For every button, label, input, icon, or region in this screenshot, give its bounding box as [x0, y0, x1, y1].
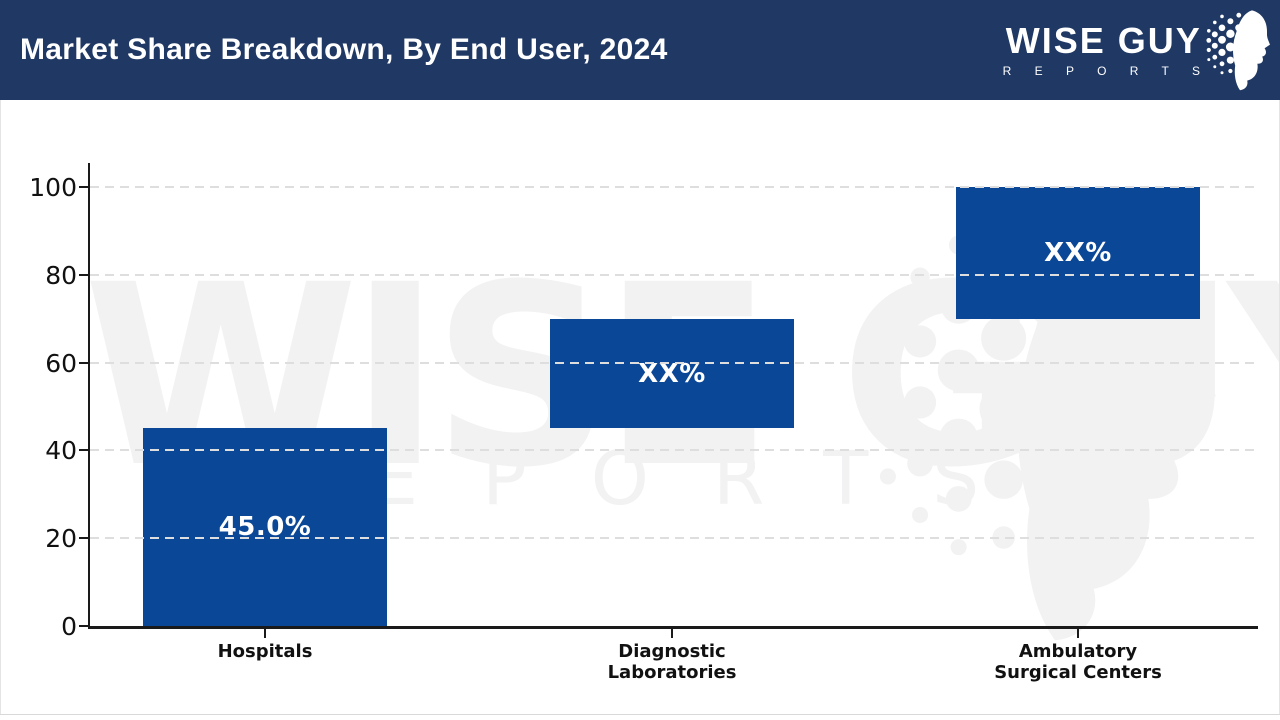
chart-area: WISE GUY REPORTS 02040608010045.0%XX%XX%…: [0, 100, 1280, 714]
y-tick-label: 40: [45, 436, 77, 466]
y-tick-label: 60: [45, 348, 77, 378]
x-axis-spine: [88, 626, 1258, 629]
y-tick-label: 20: [45, 524, 77, 554]
x-tick-mark: [264, 629, 266, 638]
y-tick-label: 100: [29, 173, 77, 202]
wiseguy-logo: WISE GUY R E P O R T S: [998, 7, 1270, 93]
y-tick-mark: [79, 273, 88, 276]
bar-segment: XX%: [550, 318, 794, 429]
gridline: [90, 537, 1256, 540]
x-tick-mark: [671, 629, 673, 638]
y-tick-label: 0: [61, 612, 77, 641]
page-title: Market Share Breakdown, By End User, 202…: [20, 33, 668, 66]
bar-value-label: XX%: [1044, 237, 1112, 268]
y-tick-mark: [79, 361, 88, 364]
x-tick-mark: [1077, 629, 1079, 638]
y-axis-spine: [88, 163, 90, 629]
y-tick-mark: [79, 186, 88, 188]
gridline: [90, 186, 1256, 188]
header: Market Share Breakdown, By End User, 202…: [0, 0, 1280, 100]
logo-wordmark: WISE GUY: [1005, 19, 1202, 61]
gridline: [90, 361, 1256, 364]
gridline: [90, 449, 1256, 452]
bar-segment: XX%: [956, 187, 1200, 319]
y-tick-label: 80: [45, 260, 77, 290]
logo-text: WISE GUY R E P O R T S: [998, 19, 1210, 78]
x-category-label: Diagnostic Laboratories: [607, 641, 737, 683]
figure-bottom-border: [0, 714, 1280, 715]
bar-segment: 45.0%: [143, 428, 387, 626]
x-category-label: Ambulatory Surgical Centers: [994, 641, 1162, 683]
y-tick-mark: [79, 537, 88, 540]
logo-subtext: R E P O R T S: [1002, 63, 1210, 78]
plot: 0 20 40 60 80 100 45.0% XX% XX% Hospitals Diagnost…: [1, 100, 1279, 714]
y-tick-mark: [79, 449, 88, 452]
wiseguy-face-icon: [1206, 10, 1270, 91]
y-tick-mark: [79, 625, 88, 627]
x-category-label: Hospitals: [217, 641, 313, 662]
gridline: [90, 273, 1256, 276]
